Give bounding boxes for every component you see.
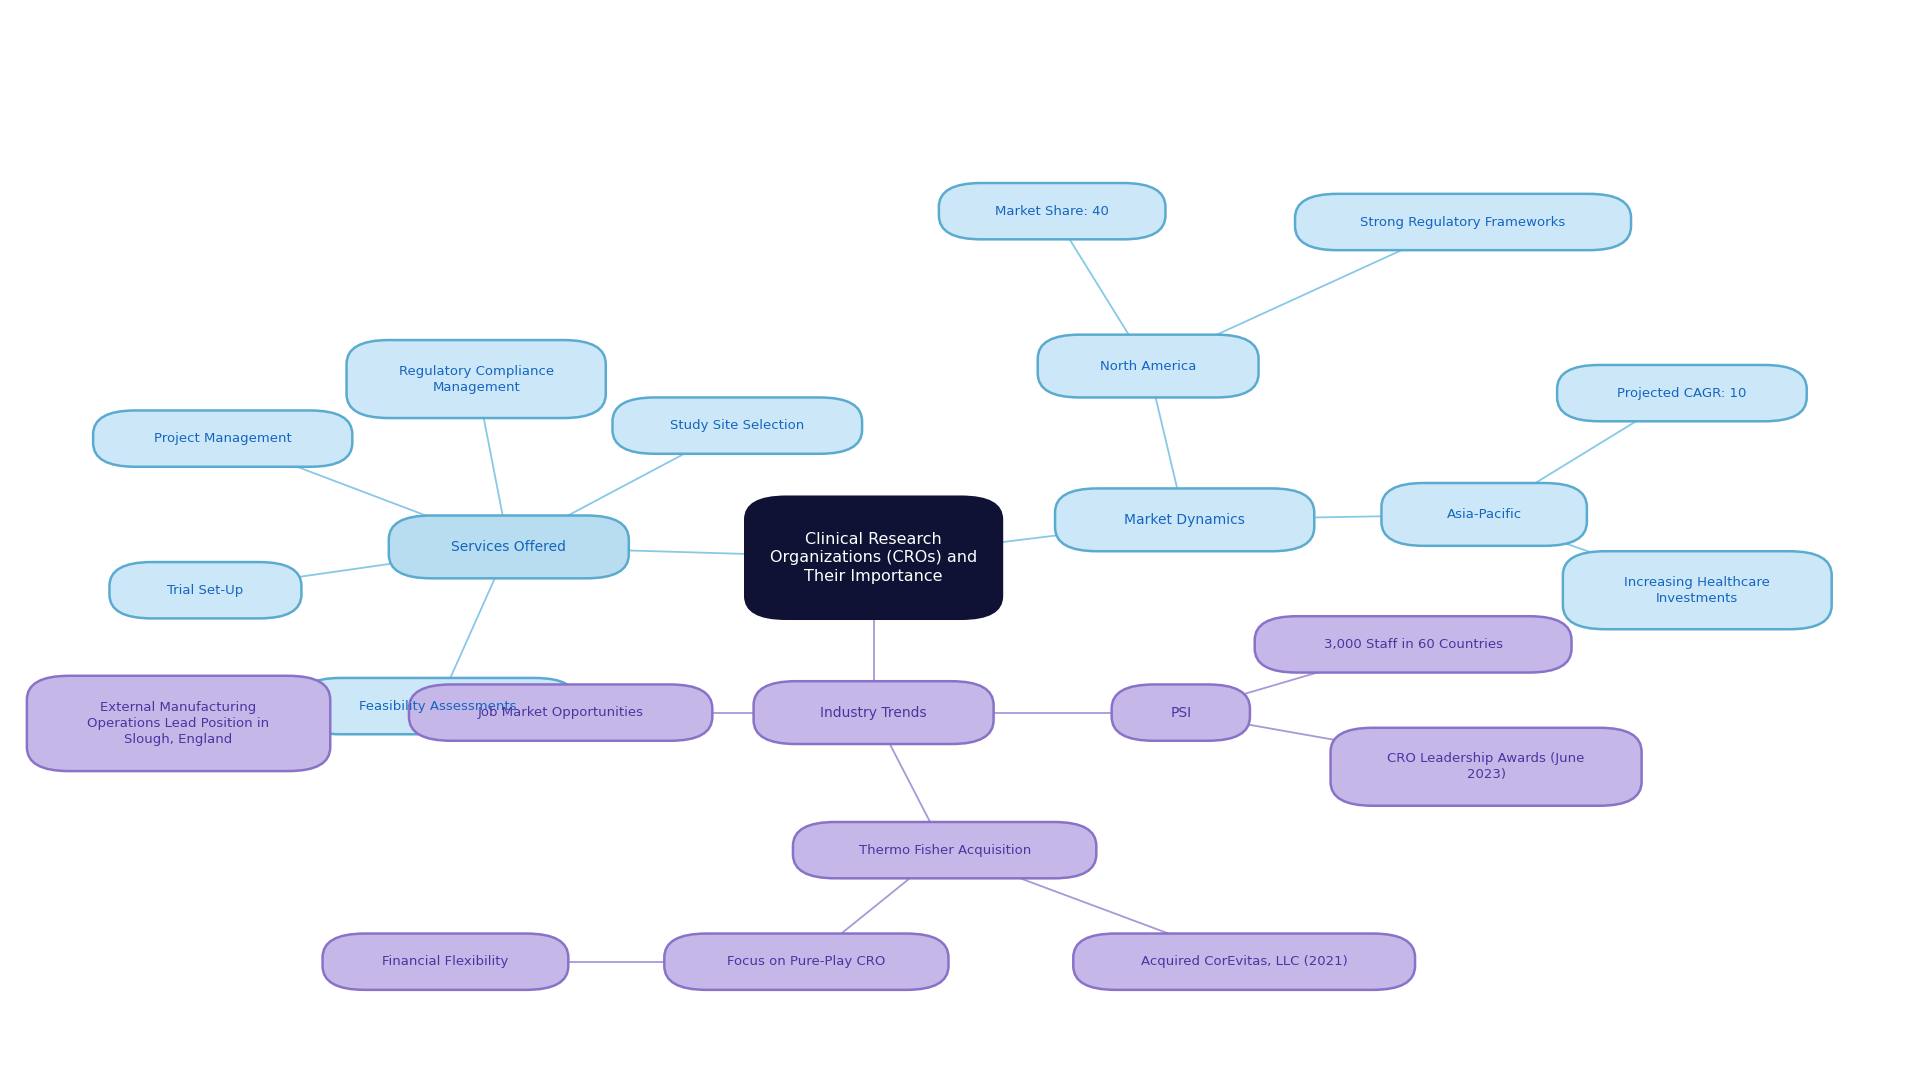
Text: Project Management: Project Management [154,432,292,445]
Text: Regulatory Compliance
Management: Regulatory Compliance Management [399,365,553,393]
Text: Projected CAGR: 10: Projected CAGR: 10 [1617,387,1747,400]
Text: 3,000 Staff in 60 Countries: 3,000 Staff in 60 Countries [1323,638,1503,651]
FancyBboxPatch shape [409,684,712,741]
Text: Increasing Healthcare
Investments: Increasing Healthcare Investments [1624,576,1770,604]
FancyBboxPatch shape [1294,194,1630,250]
FancyBboxPatch shape [753,681,995,744]
FancyBboxPatch shape [1382,483,1586,546]
FancyBboxPatch shape [1056,488,1313,551]
Text: Financial Flexibility: Financial Flexibility [382,955,509,968]
Text: Thermo Fisher Acquisition: Thermo Fisher Acquisition [858,844,1031,857]
FancyBboxPatch shape [1073,934,1415,990]
FancyBboxPatch shape [1112,684,1250,741]
Text: Services Offered: Services Offered [451,540,566,553]
Text: Strong Regulatory Frameworks: Strong Regulatory Frameworks [1361,216,1565,229]
FancyBboxPatch shape [1563,551,1832,629]
Text: PSI: PSI [1169,706,1192,719]
Text: Asia-Pacific: Asia-Pacific [1446,508,1523,521]
Text: Feasibility Assessments: Feasibility Assessments [359,700,516,713]
Text: Job Market Opportunities: Job Market Opportunities [478,706,643,719]
FancyBboxPatch shape [323,934,568,990]
Text: Focus on Pure-Play CRO: Focus on Pure-Play CRO [728,955,885,968]
Text: Market Dynamics: Market Dynamics [1125,513,1244,526]
Text: Study Site Selection: Study Site Selection [670,419,804,432]
FancyBboxPatch shape [745,496,1002,619]
FancyBboxPatch shape [27,676,330,771]
Text: External Manufacturing
Operations Lead Position in
Slough, England: External Manufacturing Operations Lead P… [88,701,269,746]
FancyBboxPatch shape [1256,616,1571,673]
Text: Market Share: 40: Market Share: 40 [995,205,1110,218]
Text: Clinical Research
Organizations (CROs) and
Their Importance: Clinical Research Organizations (CROs) a… [770,532,977,584]
FancyBboxPatch shape [300,678,576,734]
FancyBboxPatch shape [109,562,301,618]
Text: North America: North America [1100,360,1196,373]
FancyBboxPatch shape [388,516,630,578]
FancyBboxPatch shape [939,183,1165,239]
Text: Acquired CorEvitas, LLC (2021): Acquired CorEvitas, LLC (2021) [1140,955,1348,968]
FancyBboxPatch shape [1331,728,1642,806]
Text: Trial Set-Up: Trial Set-Up [167,584,244,597]
FancyBboxPatch shape [346,340,607,418]
Text: CRO Leadership Awards (June
2023): CRO Leadership Awards (June 2023) [1388,753,1584,781]
FancyBboxPatch shape [1557,365,1807,421]
FancyBboxPatch shape [612,397,862,454]
FancyBboxPatch shape [793,822,1096,878]
FancyBboxPatch shape [92,410,353,467]
Text: Industry Trends: Industry Trends [820,706,927,719]
FancyBboxPatch shape [1037,335,1260,397]
FancyBboxPatch shape [664,934,948,990]
